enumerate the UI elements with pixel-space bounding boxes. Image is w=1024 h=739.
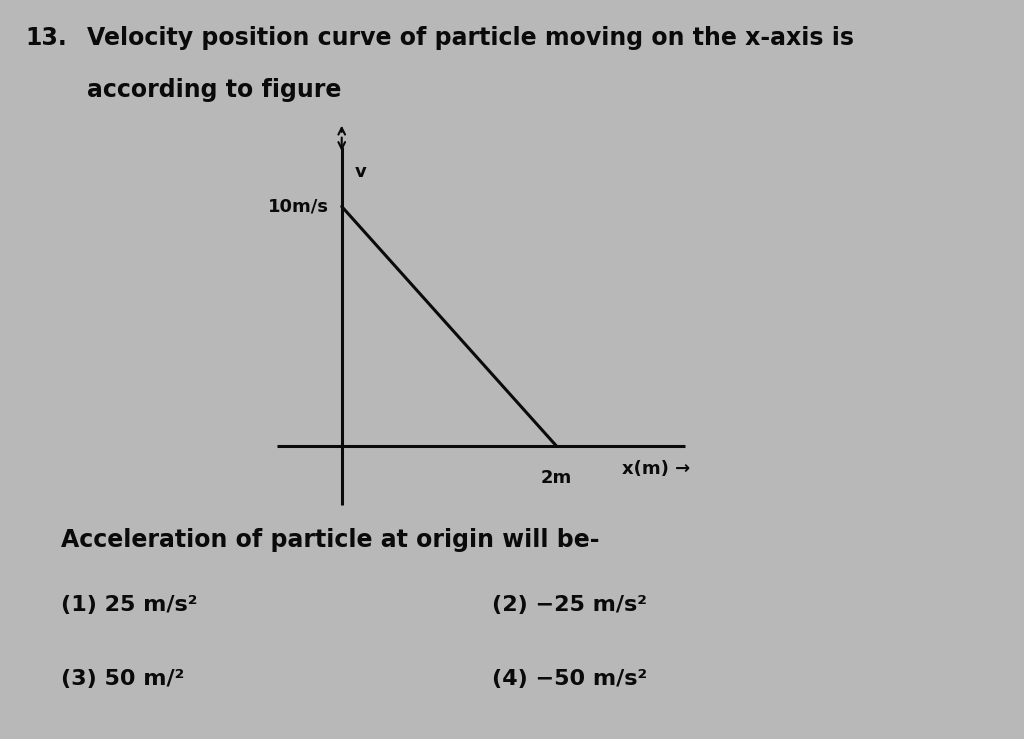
Text: 10m/s: 10m/s bbox=[268, 197, 329, 216]
Text: according to figure: according to figure bbox=[87, 78, 341, 101]
Text: 2m: 2m bbox=[541, 469, 571, 488]
Text: (4) −50 m/s²: (4) −50 m/s² bbox=[492, 669, 647, 689]
Text: 13.: 13. bbox=[26, 26, 68, 50]
Text: Acceleration of particle at origin will be-: Acceleration of particle at origin will … bbox=[61, 528, 600, 552]
Text: x(m) →: x(m) → bbox=[622, 460, 690, 478]
Text: (3) 50 m/²: (3) 50 m/² bbox=[61, 669, 184, 689]
Text: (2) −25 m/s²: (2) −25 m/s² bbox=[492, 595, 646, 615]
Text: (1) 25 m/s²: (1) 25 m/s² bbox=[61, 595, 198, 615]
Text: v: v bbox=[354, 163, 367, 182]
Text: Velocity position curve of particle moving on the x-axis is: Velocity position curve of particle movi… bbox=[87, 26, 854, 50]
